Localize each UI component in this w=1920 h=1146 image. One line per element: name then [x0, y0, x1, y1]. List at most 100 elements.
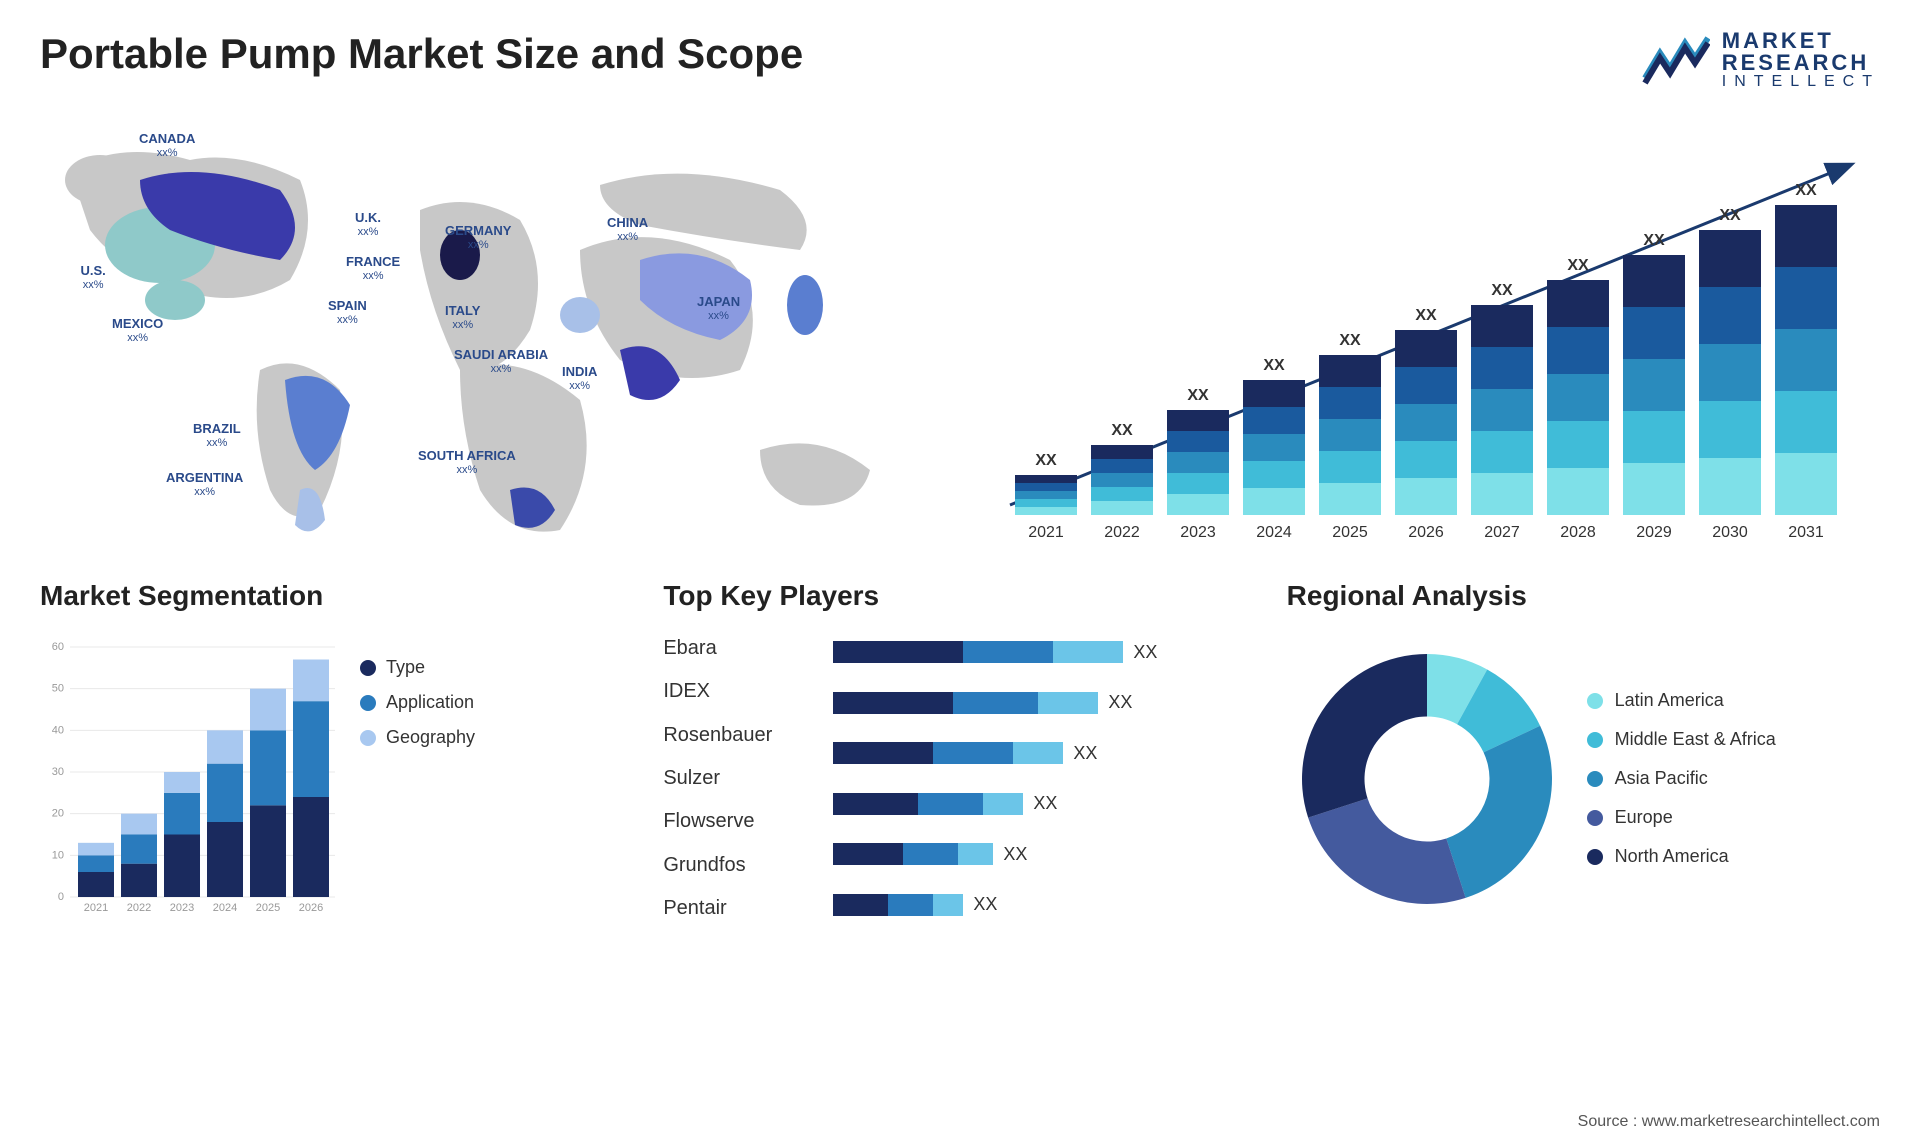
map-label: U.S.xx% [81, 264, 106, 292]
map-label: MEXICOxx% [112, 317, 163, 345]
growth-bar-seg [1623, 411, 1685, 463]
growth-bar-seg [1091, 473, 1153, 487]
growth-bar-seg [1167, 431, 1229, 452]
growth-bar-seg [1091, 459, 1153, 473]
growth-bar-seg [1243, 461, 1305, 488]
growth-bar-seg [1547, 421, 1609, 468]
growth-value-label: XX [1491, 282, 1513, 299]
seg-bar [250, 730, 286, 805]
map-label: SOUTH AFRICAxx% [418, 449, 516, 477]
growth-year-label: 2025 [1332, 524, 1368, 541]
growth-value-label: XX [1339, 332, 1361, 349]
player-bar [833, 793, 1023, 815]
growth-bar-seg [1395, 367, 1457, 404]
donut-slice [1302, 654, 1427, 818]
growth-bar-seg [1091, 501, 1153, 515]
growth-bar-seg [1699, 287, 1761, 344]
player-bar-row: XX [833, 742, 1256, 764]
player-bar [833, 692, 1098, 714]
growth-bar-seg [1471, 431, 1533, 473]
player-bar-row: XX [833, 894, 1256, 916]
growth-bar-seg [1623, 463, 1685, 515]
svg-text:2021: 2021 [84, 902, 108, 914]
growth-bar-seg [1319, 419, 1381, 451]
growth-value-label: XX [1415, 307, 1437, 324]
svg-text:40: 40 [52, 724, 64, 736]
logo-mark-icon [1640, 33, 1710, 88]
regional-title: Regional Analysis [1287, 580, 1880, 612]
map-label: GERMANYxx% [445, 224, 511, 252]
growth-bar-seg [1623, 359, 1685, 411]
growth-bar-seg [1699, 230, 1761, 287]
header: Portable Pump Market Size and Scope MARK… [40, 30, 1880, 90]
growth-bar-seg [1167, 410, 1229, 431]
segmentation-panel: Market Segmentation 01020304050602021202… [40, 580, 633, 930]
growth-value-label: XX [1795, 182, 1817, 199]
seg-bar [78, 843, 114, 856]
player-value: XX [973, 894, 997, 915]
growth-year-label: 2027 [1484, 524, 1520, 541]
seg-bar [78, 872, 114, 897]
seg-bar [121, 835, 157, 864]
growth-year-label: 2024 [1256, 524, 1292, 541]
svg-text:20: 20 [52, 808, 64, 820]
growth-year-label: 2021 [1028, 524, 1064, 541]
growth-bar-seg [1623, 255, 1685, 307]
seg-bar [250, 805, 286, 897]
player-value: XX [1133, 642, 1157, 663]
seg-bar [293, 797, 329, 897]
growth-value-label: XX [1643, 232, 1665, 249]
player-bar-row: XX [833, 793, 1256, 815]
growth-bar-seg [1395, 404, 1457, 441]
growth-bar-seg [1015, 499, 1077, 507]
map-label: FRANCExx% [346, 255, 400, 283]
players-list: EbaraIDEXRosenbauerSulzerFlowserveGrundf… [663, 627, 813, 930]
map-label: ARGENTINAxx% [166, 471, 243, 499]
seg-bar [164, 793, 200, 835]
growth-bar-seg [1775, 329, 1837, 391]
growth-bar-seg [1015, 475, 1077, 483]
svg-text:10: 10 [52, 849, 64, 861]
svg-text:2024: 2024 [213, 902, 237, 914]
growth-bar-seg [1167, 473, 1229, 494]
growth-bar-seg [1319, 355, 1381, 387]
player-name: Grundfos [663, 854, 813, 877]
map-label: SPAINxx% [328, 299, 367, 327]
seg-legend-item: Type [360, 657, 633, 678]
player-name: Rosenbauer [663, 724, 813, 747]
player-name: IDEX [663, 680, 813, 703]
seg-bar [164, 772, 200, 793]
growth-bar-seg [1775, 267, 1837, 329]
svg-text:50: 50 [52, 683, 64, 695]
map-label: INDIAxx% [562, 365, 597, 393]
growth-bar-seg [1471, 389, 1533, 431]
segmentation-chart: 0102030405060202120222023202420252026 [40, 627, 340, 932]
growth-bar-seg [1319, 387, 1381, 419]
regional-panel: Regional Analysis Latin AmericaMiddle Ea… [1287, 580, 1880, 930]
growth-bar-seg [1015, 507, 1077, 515]
seg-bar [293, 701, 329, 797]
seg-legend-item: Geography [360, 727, 633, 748]
player-value: XX [1073, 743, 1097, 764]
growth-bar-seg [1243, 488, 1305, 515]
player-bar [833, 742, 1063, 764]
growth-bar-seg [1775, 391, 1837, 453]
growth-year-label: 2031 [1788, 524, 1824, 541]
donut-svg [1287, 639, 1567, 919]
growth-year-label: 2028 [1560, 524, 1596, 541]
growth-value-label: XX [1187, 387, 1209, 404]
growth-bar-seg [1319, 451, 1381, 483]
player-bar-row: XX [833, 843, 1256, 865]
growth-bar-seg [1547, 280, 1609, 327]
page-title: Portable Pump Market Size and Scope [40, 30, 803, 78]
growth-value-label: XX [1567, 257, 1589, 274]
growth-bar-seg [1395, 478, 1457, 515]
regional-legend-item: Middle East & Africa [1587, 729, 1880, 750]
bottom-row: Market Segmentation 01020304050602021202… [40, 580, 1880, 930]
player-value: XX [1033, 793, 1057, 814]
growth-bar-seg [1319, 483, 1381, 515]
regional-donut [1287, 639, 1567, 919]
growth-year-label: 2026 [1408, 524, 1444, 541]
growth-value-label: XX [1035, 452, 1057, 469]
seg-bar [207, 730, 243, 763]
